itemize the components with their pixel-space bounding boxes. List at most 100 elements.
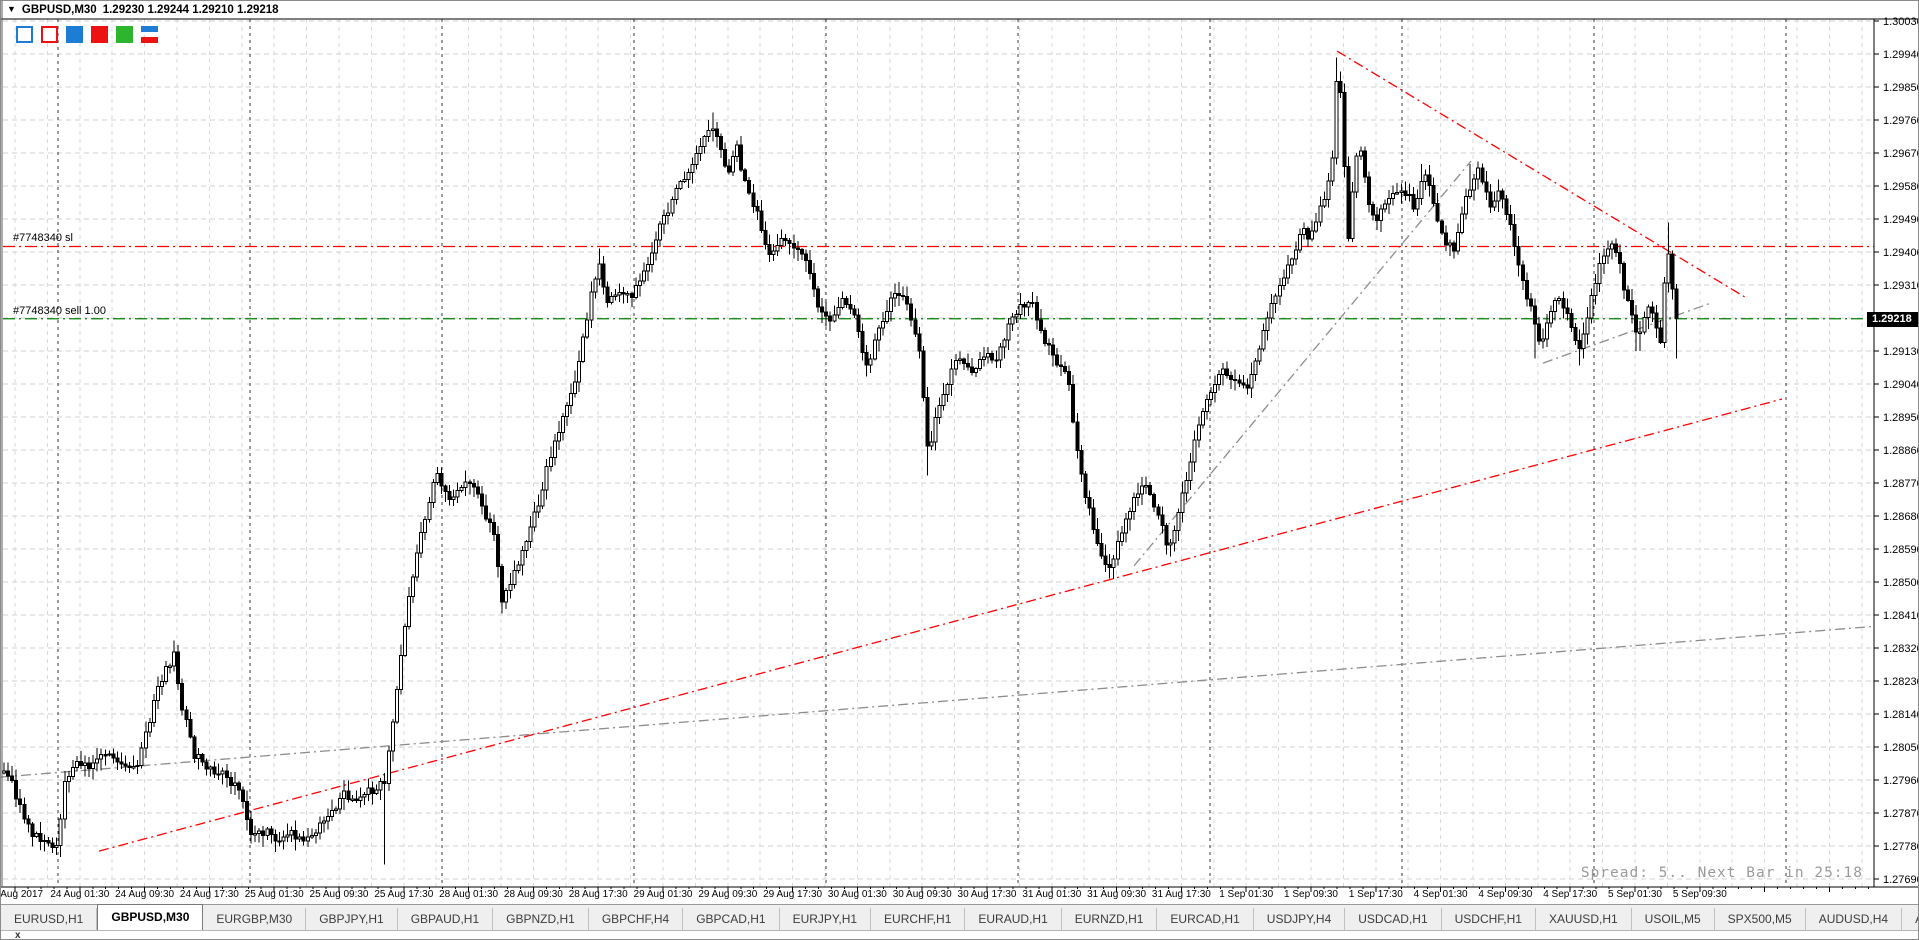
price-tick-label: 1.28590: [1883, 544, 1919, 556]
tab-EURGBP-M30[interactable]: EURGBP,M30: [203, 908, 307, 930]
spread-next-bar-overlay: Spread: 5.. Next Bar in 25:18: [1580, 865, 1863, 881]
time-tick-label: 28 Aug 09:30: [503, 889, 563, 900]
price-tick-label: 1.27960: [1883, 775, 1919, 787]
swatch-blue-outline[interactable]: [16, 26, 33, 43]
time-tick-label: 25 Aug 09:30: [309, 889, 369, 900]
tab-AUDNZD-H1[interactable]: AUDNZD,H1: [1902, 908, 1918, 930]
tab-XAUUSD-H1[interactable]: XAUUSD,H1: [1536, 908, 1632, 930]
swatch-bicolor-bars[interactable]: [141, 26, 158, 43]
tab-EURAUD-H1[interactable]: EURAUD,H1: [965, 908, 1062, 930]
tab-EURCHF-H1[interactable]: EURCHF,H1: [871, 908, 966, 930]
swatch-green-fill[interactable]: [116, 26, 133, 43]
time-tick-label: 5 Sep 01:30: [1608, 889, 1662, 900]
price-axis-labels[interactable]: 1.30030 1.29940 1.29850 1.29760 1.29670 1.295…: [1883, 16, 1919, 886]
tab-USOIL-M5[interactable]: USOIL,M5: [1632, 908, 1715, 930]
grid-layer: [3, 19, 1874, 887]
time-tick-label: 29 Aug 17:30: [763, 889, 823, 900]
tab-EURNZD-H1[interactable]: EURNZD,H1: [1062, 908, 1158, 930]
time-tick-label: 4 Sep 17:30: [1543, 889, 1598, 900]
price-tick-label: 1.28680: [1883, 511, 1919, 523]
price-tick-label: 1.29490: [1883, 214, 1919, 226]
tab-SPX500-M5[interactable]: SPX500,M5: [1715, 908, 1806, 930]
time-tick-label: 24 Aug 01:30: [50, 889, 110, 900]
time-tick-label: 31 Aug 17:30: [1151, 889, 1211, 900]
price-tick-label: 1.29040: [1883, 379, 1919, 391]
time-axis[interactable]: 23 Aug 2017 24 Aug 01:30 24 Aug 09:30 24 Au…: [1, 888, 1874, 903]
status-strip: x: [1, 930, 1918, 940]
tab-GBPNZD-H1[interactable]: GBPNZD,H1: [493, 908, 589, 930]
bar-bottom: [141, 37, 158, 43]
price-tick-label: 1.28860: [1883, 445, 1919, 457]
tab-AUDUSD-H4[interactable]: AUDUSD,H4: [1806, 908, 1903, 930]
price-tick-label: 1.28500: [1883, 577, 1919, 589]
price-tick-label: 1.27690: [1883, 874, 1919, 886]
price-tick-label: 1.28140: [1883, 709, 1919, 721]
close-icon[interactable]: x: [15, 930, 21, 940]
order-lines-layer[interactable]: [3, 245, 1874, 320]
tab-EURJPY-H1[interactable]: EURJPY,H1: [780, 908, 872, 930]
price-tick-label: 1.27780: [1883, 841, 1919, 853]
time-tick-label: 1 Sep 01:30: [1219, 889, 1274, 900]
time-tick-label: 1 Sep 17:30: [1348, 889, 1403, 900]
trendline-gray-short-ascending[interactable]: [1542, 302, 1712, 364]
price-tick-label: 1.29850: [1883, 82, 1919, 94]
swatch-red-fill[interactable]: [91, 26, 108, 43]
time-tick-label: 28 Aug 01:30: [439, 889, 499, 900]
time-tick-label: 28 Aug 17:30: [568, 889, 628, 900]
chart-tabs: EURUSD,H1 GBPUSD,M30 EURGBP,M30 GBPJPY,H1 GB…: [1, 904, 1918, 930]
chart-tab-bar: EURUSD,H1 GBPUSD,M30 EURGBP,M30 GBPJPY,H1 GB…: [1, 904, 1918, 930]
tab-USDJPY-H4[interactable]: USDJPY,H4: [1254, 908, 1346, 930]
tab-EURUSD-H1[interactable]: EURUSD,H1: [1, 908, 98, 930]
time-tick-label: 31 Aug 09:30: [1087, 889, 1147, 900]
trendline-gray-long-ascending[interactable]: [1, 625, 1875, 778]
trendline-gray-steep-ascending[interactable]: [1133, 160, 1472, 567]
time-tick-label: 25 Aug 01:30: [244, 889, 304, 900]
price-tick-label: 1.28230: [1883, 676, 1919, 688]
tab-USDCAD-H1[interactable]: USDCAD,H1: [1345, 908, 1442, 930]
price-tick-label: 1.27870: [1883, 808, 1919, 820]
order-sl-label: #7748340 sl: [13, 232, 73, 244]
time-tick-label: 30 Aug 17:30: [957, 889, 1017, 900]
time-tick-label: 1 Sep 09:30: [1284, 889, 1338, 900]
price-tick-label: 1.29400: [1883, 247, 1919, 259]
tab-EURCAD-H1[interactable]: EURCAD,H1: [1157, 908, 1254, 930]
time-tick-label: 30 Aug 01:30: [827, 889, 887, 900]
price-tick-label: 1.28770: [1883, 478, 1919, 490]
tab-GBPAUD-H1[interactable]: GBPAUD,H1: [398, 908, 494, 930]
tab-GBPUSD-M30[interactable]: GBPUSD,M30: [97, 904, 204, 930]
trendline-triangle-red-descending[interactable]: [1336, 50, 1746, 298]
color-swatch-toolbar: [16, 26, 158, 43]
bar-top: [141, 26, 158, 32]
time-tick-label: 29 Aug 09:30: [698, 889, 758, 900]
time-tick-label: 4 Sep 01:30: [1413, 889, 1468, 900]
time-tick-label: 25 Aug 17:30: [374, 889, 434, 900]
tab-GBPJPY-H1[interactable]: GBPJPY,H1: [306, 908, 398, 930]
price-tick-label: 1.28320: [1883, 643, 1919, 655]
time-tick-label: 31 Aug 01:30: [1022, 889, 1082, 900]
tab-GBPCAD-H1[interactable]: GBPCAD,H1: [683, 908, 780, 930]
time-tick-label: 4 Sep 09:30: [1478, 889, 1533, 900]
price-tick-label: 1.28410: [1883, 610, 1919, 622]
price-tick-label: 1.29670: [1883, 148, 1919, 160]
time-tick-label: 5 Sep 09:30: [1672, 889, 1727, 900]
trendline-support-red-ascending[interactable]: [98, 398, 1783, 852]
swatch-blue-fill[interactable]: [66, 26, 83, 43]
price-tick-label: 1.29940: [1883, 49, 1919, 61]
current-price-tag: 1.29218: [1867, 312, 1918, 327]
price-tick-label: 1.28050: [1883, 742, 1919, 754]
time-tick-label: 23 Aug 2017: [0, 889, 44, 900]
chevron-down-icon[interactable]: ▼: [7, 4, 16, 14]
swatch-red-outline[interactable]: [41, 26, 58, 43]
price-tick-label: 1.29130: [1883, 346, 1919, 358]
time-tick-label: 24 Aug 09:30: [115, 889, 175, 900]
time-tick-label: 30 Aug 09:30: [892, 889, 952, 900]
chart-symbol-label: GBPUSD,M30: [21, 4, 97, 16]
price-tick-label: 1.28950: [1883, 412, 1919, 424]
day-separators: [57, 19, 1787, 887]
price-tick-label: 1.29310: [1883, 280, 1919, 292]
trendlines-layer[interactable]: [1, 50, 1875, 852]
tab-GBPCHF-H4[interactable]: GBPCHF,H4: [589, 908, 684, 930]
tab-USDCHF-H1[interactable]: USDCHF,H1: [1442, 908, 1536, 930]
